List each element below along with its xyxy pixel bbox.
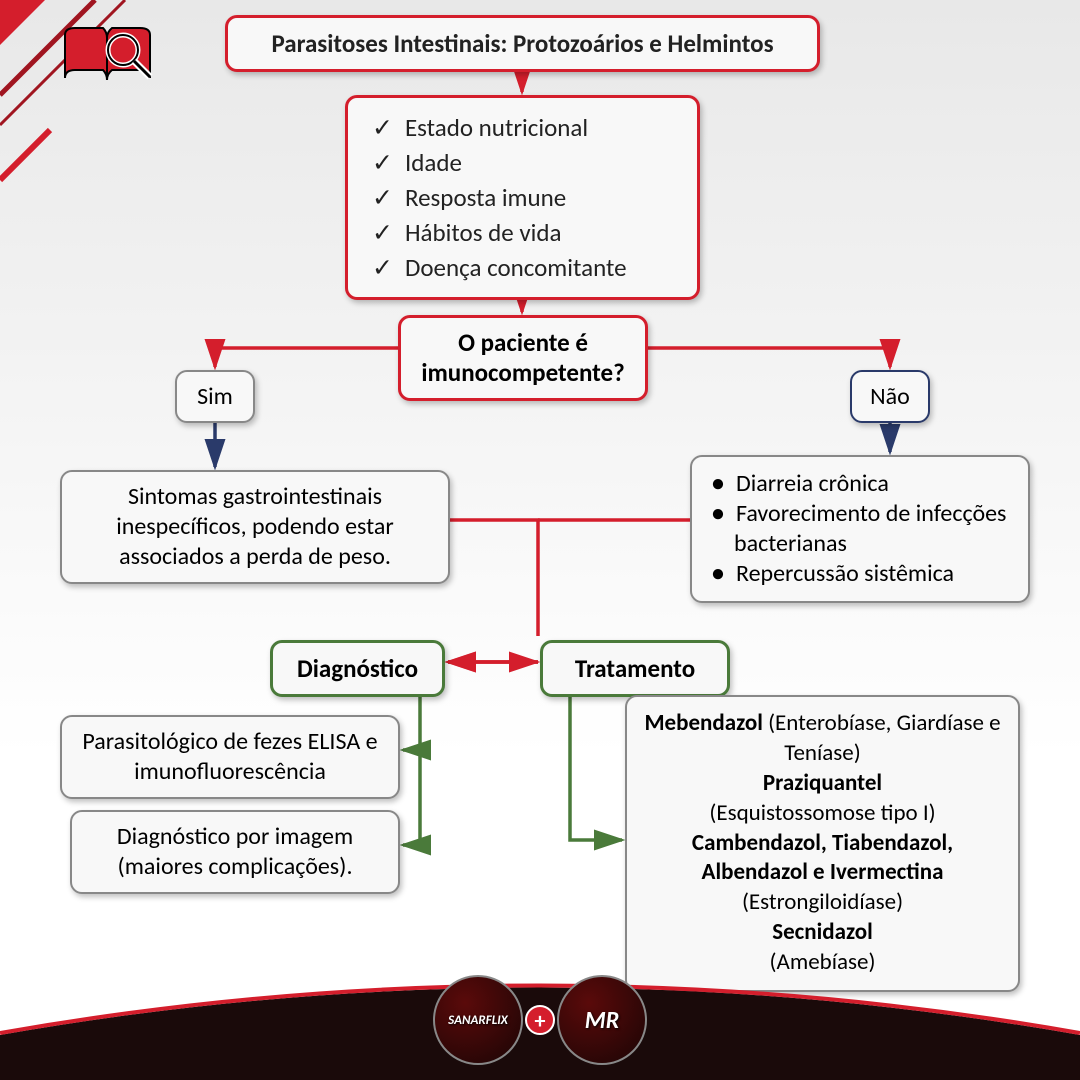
diagnosis-label: Diagnóstico [297, 653, 418, 684]
yes-content-box: Sintomas gastrointestinais inespecíficos… [60, 470, 450, 584]
footer-logo-sanarflix: SANARFLIX [433, 975, 523, 1065]
diagnosis-label-box: Diagnóstico [270, 640, 445, 697]
no-content-item: Diarreia crônica [712, 469, 1008, 499]
treatment-label: Tratamento [575, 653, 695, 684]
diagnosis-1-text: Parasitológico de fezes ELISA e imunoflu… [82, 727, 377, 786]
footer: SANARFLIX + MR [0, 960, 1080, 1080]
diagnosis-box-2: Diagnóstico por imagem (maiores complica… [70, 810, 400, 894]
yes-content-text: Sintomas gastrointestinais inespecíficos… [116, 482, 394, 571]
no-content-item: Repercussão sistêmica [712, 559, 1008, 589]
no-content-box: Diarreia crônica Favorecimento de infecç… [690, 455, 1030, 603]
treatment-item: Cambendazol, Tiabendazol, Albendazol e I… [641, 829, 1004, 919]
treatment-item: Praziquantel(Esquistossomose tipo I) [641, 769, 1004, 829]
checklist-box: Estado nutricional Idade Resposta imune … [345, 95, 700, 300]
checklist-item: Idade [372, 145, 673, 180]
title-box: Parasitoses Intestinais: Protozoários e … [225, 15, 820, 72]
yes-label-box: Sim [175, 370, 255, 423]
question-box: O paciente é imunocompetente? [398, 315, 648, 401]
checklist-item: Doença concomitante [372, 250, 673, 285]
footer-logo-mr: MR [557, 975, 647, 1065]
diagnosis-box-1: Parasitológico de fezes ELISA e imunoflu… [60, 715, 400, 799]
checklist-item: Resposta imune [372, 180, 673, 215]
title-text: Parasitoses Intestinais: Protozoários e … [271, 28, 773, 59]
no-content-item: Favorecimento de infecções bacterianas [712, 499, 1008, 559]
checklist-item: Estado nutricional [372, 110, 673, 145]
checklist-item: Hábitos de vida [372, 215, 673, 250]
footer-plus-icon: + [525, 1005, 555, 1035]
yes-label: Sim [197, 382, 233, 411]
no-label-box: Não [850, 370, 930, 423]
treatment-label-box: Tratamento [540, 640, 730, 697]
book-magnifier-icon [55, 20, 160, 100]
diagnosis-2-text: Diagnóstico por imagem (maiores complica… [117, 822, 353, 881]
no-label: Não [870, 382, 910, 411]
treatment-box: Mebendazol (Enterobíase, Giardíase e Ten… [625, 695, 1020, 992]
treatment-item: Mebendazol (Enterobíase, Giardíase e Ten… [641, 709, 1004, 769]
question-text: O paciente é imunocompetente? [421, 327, 624, 388]
